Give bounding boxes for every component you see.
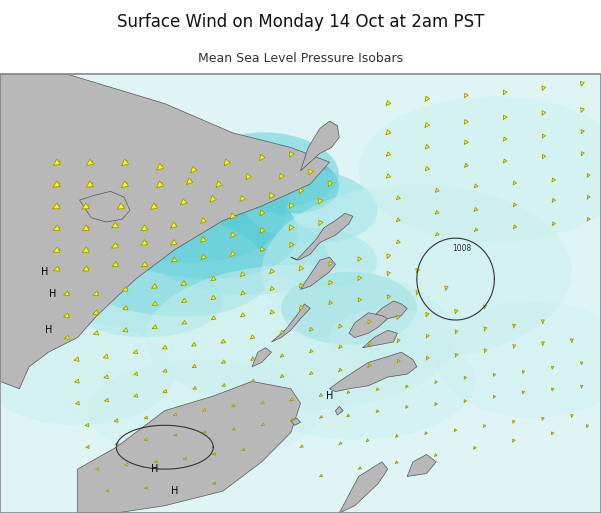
- Text: H: H: [151, 464, 159, 474]
- Ellipse shape: [39, 133, 194, 221]
- Polygon shape: [335, 406, 343, 415]
- Ellipse shape: [70, 162, 298, 279]
- Polygon shape: [78, 382, 300, 513]
- Polygon shape: [407, 455, 436, 477]
- Text: Surface Wind on Monday 14 Oct at 2am PST: Surface Wind on Monday 14 Oct at 2am PST: [117, 13, 484, 31]
- Text: H: H: [41, 267, 48, 277]
- Ellipse shape: [261, 184, 572, 360]
- Ellipse shape: [436, 301, 601, 418]
- Ellipse shape: [24, 121, 286, 262]
- Polygon shape: [291, 213, 353, 260]
- Ellipse shape: [59, 212, 270, 317]
- Text: H: H: [326, 391, 334, 401]
- Polygon shape: [79, 191, 130, 222]
- Polygon shape: [272, 304, 310, 342]
- Ellipse shape: [145, 265, 456, 410]
- Text: 1008: 1008: [452, 244, 471, 253]
- Ellipse shape: [136, 205, 329, 295]
- Ellipse shape: [204, 132, 339, 207]
- Ellipse shape: [243, 154, 339, 213]
- Ellipse shape: [29, 199, 165, 272]
- Polygon shape: [362, 330, 397, 348]
- Ellipse shape: [0, 323, 174, 425]
- Ellipse shape: [68, 265, 223, 338]
- Ellipse shape: [262, 227, 377, 287]
- Ellipse shape: [359, 96, 601, 243]
- Ellipse shape: [87, 360, 320, 462]
- Text: H: H: [49, 289, 56, 299]
- Text: H: H: [45, 325, 52, 335]
- Polygon shape: [300, 257, 335, 289]
- Polygon shape: [0, 74, 329, 389]
- Polygon shape: [329, 352, 417, 391]
- Ellipse shape: [329, 308, 446, 367]
- Polygon shape: [291, 418, 300, 425]
- Polygon shape: [300, 121, 340, 171]
- Ellipse shape: [242, 323, 475, 440]
- Ellipse shape: [175, 159, 290, 224]
- Polygon shape: [374, 301, 407, 323]
- Ellipse shape: [281, 272, 417, 345]
- Polygon shape: [340, 462, 388, 513]
- Polygon shape: [349, 313, 388, 338]
- Text: Mean Sea Level Pressure Isobars: Mean Sea Level Pressure Isobars: [198, 51, 403, 65]
- Ellipse shape: [243, 169, 377, 243]
- Text: H: H: [171, 486, 178, 496]
- Polygon shape: [252, 348, 272, 367]
